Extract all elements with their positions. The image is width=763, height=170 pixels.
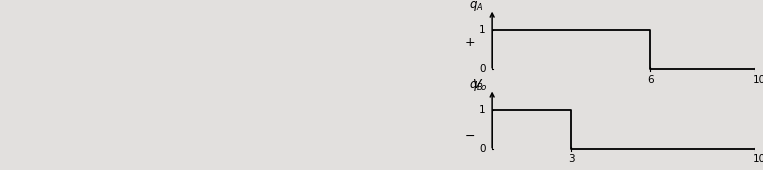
Text: 0: 0 — [479, 64, 485, 74]
Text: 10: 10 — [753, 75, 763, 84]
Text: 3: 3 — [568, 155, 575, 164]
Text: +: + — [465, 36, 475, 49]
Text: 1: 1 — [479, 105, 485, 115]
Text: 6: 6 — [647, 75, 653, 84]
Text: 1: 1 — [479, 25, 485, 35]
Text: 10: 10 — [753, 155, 763, 164]
Text: $q_A$: $q_A$ — [469, 0, 484, 13]
Text: $V_o$: $V_o$ — [472, 78, 488, 92]
Text: 0: 0 — [479, 144, 485, 154]
Text: −: − — [465, 130, 475, 142]
Text: $q_B$: $q_B$ — [469, 79, 484, 92]
